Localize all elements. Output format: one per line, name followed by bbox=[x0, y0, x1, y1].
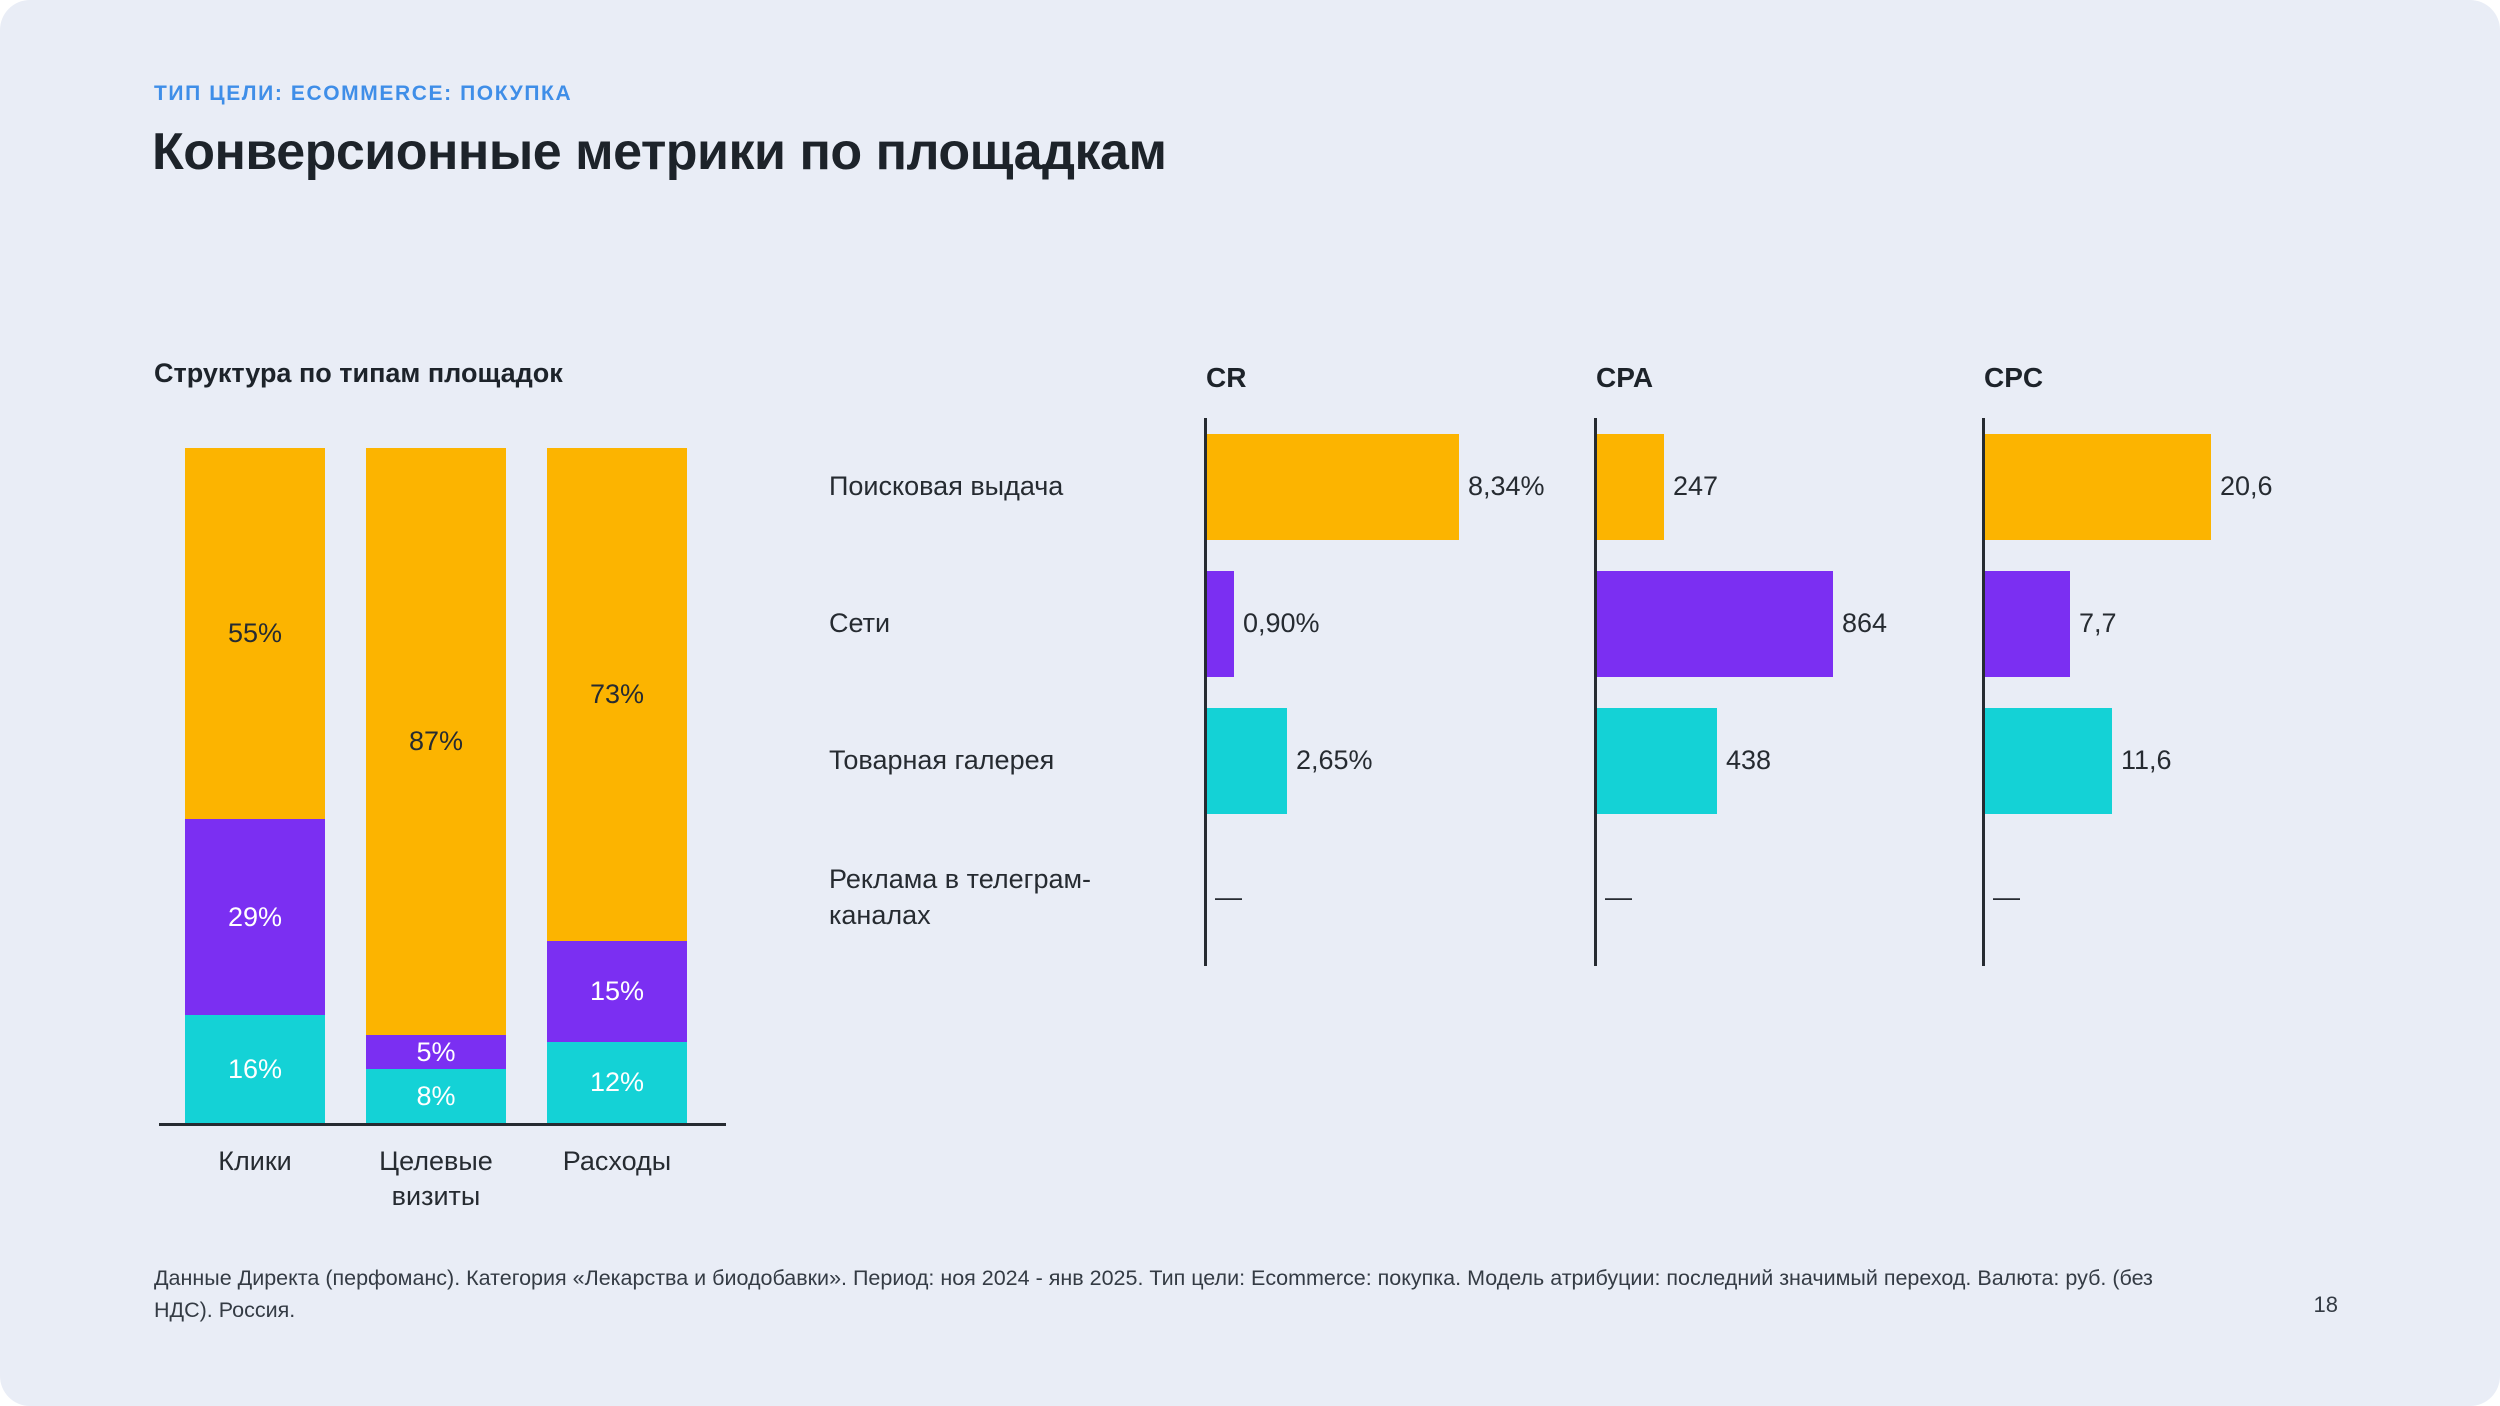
metric-bar-cyan bbox=[1207, 707, 1287, 814]
metric-bar-orange bbox=[1985, 433, 2211, 540]
metric-bar-row: — bbox=[1597, 829, 1887, 966]
x-axis-label: Расходы bbox=[562, 1146, 672, 1176]
bar-segment-cyan: 8% bbox=[366, 1069, 506, 1123]
metric-row-labels: Поисковая выдача Сети Товарная галерея Рекл… bbox=[829, 418, 1159, 966]
bar-segment-value: 12% bbox=[589, 1067, 645, 1097]
bar-segment-value: 29% bbox=[227, 901, 283, 932]
metric-bar-row: 0,90% bbox=[1207, 555, 1545, 692]
metric-bar-value: 20,6 bbox=[2220, 471, 2273, 501]
no-data-dash: — bbox=[1993, 882, 2020, 912]
bar-segment-purple: 15% bbox=[547, 940, 687, 1042]
bar-segment-cyan: 16% bbox=[185, 1015, 325, 1123]
bar-segment-value: 16% bbox=[227, 1053, 283, 1084]
metric-bar-row: 864 bbox=[1597, 555, 1887, 692]
stacked-bar-1: 55% 29% 16% bbox=[185, 448, 325, 1123]
metric-group-cpc: CPC 20,6 7,7 11,6 — bbox=[1982, 362, 2382, 966]
metric-group-cr: CR 8,34% 0,90% 2,65% — bbox=[1204, 362, 1604, 966]
metric-row-label: Товарная галерея bbox=[829, 744, 1055, 775]
bar-segment-cyan: 12% bbox=[547, 1042, 687, 1123]
goal-type-eyebrow: ТИП ЦЕЛИ: ECOMMERCE: ПОКУПКА bbox=[154, 82, 573, 105]
metric-bar-value: 438 bbox=[1726, 745, 1772, 775]
metric-group-bars: 20,6 7,7 11,6 — bbox=[1982, 418, 2273, 966]
metric-group-title: CR bbox=[1206, 362, 1247, 393]
metric-row-label: Сети bbox=[829, 607, 891, 638]
metric-bar-row: 438 bbox=[1597, 692, 1887, 829]
metric-group-bars: 8,34% 0,90% 2,65% — bbox=[1204, 418, 1545, 966]
metric-group-title: CPC bbox=[1984, 362, 2044, 393]
metric-bar-value: 7,7 bbox=[2079, 608, 2117, 638]
bar-segment-value: 5% bbox=[416, 1036, 456, 1067]
metric-bar-row: 7,7 bbox=[1985, 555, 2273, 692]
bar-segment-value: 15% bbox=[589, 975, 645, 1006]
bar-segment-value: 8% bbox=[416, 1080, 456, 1111]
metric-bar-value: 864 bbox=[1842, 608, 1888, 638]
metric-group-bars: 247 864 438 — bbox=[1594, 418, 1887, 966]
bar-segment-value: 87% bbox=[408, 726, 464, 757]
footnote: Данные Директа (перфоманс). Категория «Л… bbox=[154, 1266, 2153, 1323]
page-title: Конверсионные метрики по площадкам bbox=[152, 123, 1167, 181]
stacked-x-labels: Клики Целевые визиты Расходы bbox=[159, 1144, 726, 1214]
stacked-bar-chart: 55% 29% 16% 87% 5% 8% 73% 15% 12% bbox=[159, 448, 726, 1126]
x-axis-label: Целевые визиты bbox=[379, 1146, 493, 1212]
metric-row-label: Реклама в телеграм-каналах bbox=[829, 864, 1092, 930]
bar-segment-orange: 73% bbox=[547, 448, 687, 941]
metric-group-title: CPA bbox=[1596, 362, 1654, 393]
metric-bar-cyan bbox=[1985, 707, 2112, 814]
metric-bar-row: 11,6 bbox=[1985, 692, 2273, 829]
stacked-bar-3: 73% 15% 12% bbox=[547, 448, 687, 1123]
metric-bar-value: 11,6 bbox=[2121, 745, 2172, 775]
bar-segment-orange: 55% bbox=[185, 448, 325, 820]
no-data-dash: — bbox=[1215, 882, 1242, 912]
metric-bar-value: 247 bbox=[1673, 471, 1719, 501]
page-number: 18 bbox=[2313, 1292, 2338, 1317]
metric-bar-purple bbox=[1985, 570, 2070, 677]
metric-bar-row: 20,6 bbox=[1985, 418, 2273, 555]
stacked-bar-2: 87% 5% 8% bbox=[366, 448, 506, 1123]
no-data-dash: — bbox=[1605, 882, 1632, 912]
bar-segment-orange: 87% bbox=[366, 448, 506, 1036]
metric-bar-row: 247 bbox=[1597, 418, 1887, 555]
x-axis-label: Клики bbox=[218, 1146, 292, 1176]
metric-bar-orange bbox=[1207, 433, 1459, 540]
metric-bar-row: — bbox=[1207, 829, 1545, 966]
metric-bar-orange bbox=[1597, 433, 1664, 540]
bar-segment-value: 73% bbox=[589, 678, 645, 709]
metric-row-label: Поисковая выдача bbox=[829, 470, 1064, 501]
metric-bar-purple bbox=[1207, 570, 1234, 677]
metric-group-cpa: CPA 247 864 438 — bbox=[1594, 362, 1994, 966]
metric-bar-purple bbox=[1597, 570, 1833, 677]
metric-bar-row: 8,34% bbox=[1207, 418, 1545, 555]
metric-bar-value: 8,34% bbox=[1468, 471, 1545, 501]
bar-segment-purple: 29% bbox=[185, 819, 325, 1015]
structure-chart-title: Структура по типам площадок bbox=[154, 358, 563, 388]
metric-bar-row: 2,65% bbox=[1207, 692, 1545, 829]
bar-segment-purple: 5% bbox=[366, 1035, 506, 1069]
metric-bar-value: 2,65% bbox=[1296, 745, 1373, 775]
bar-segment-value: 55% bbox=[227, 618, 283, 649]
metric-bar-row: — bbox=[1985, 829, 2273, 966]
metric-bar-cyan bbox=[1597, 707, 1717, 814]
metric-bar-value: 0,90% bbox=[1243, 608, 1320, 638]
